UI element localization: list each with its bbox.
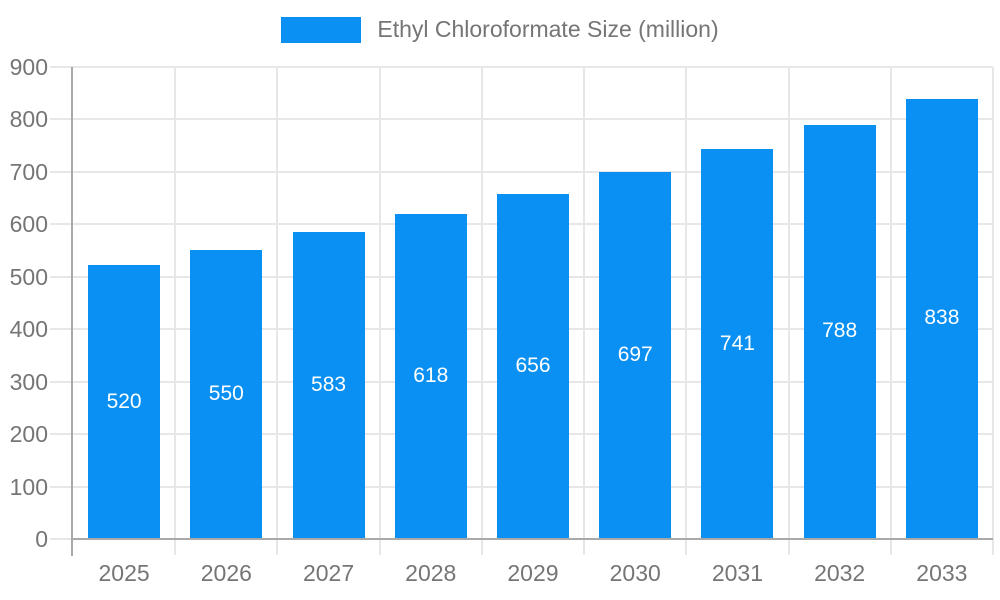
x-axis-tick-label-2026: 2026 xyxy=(200,560,252,586)
y-axis-line xyxy=(71,67,73,556)
bar-2025[interactable]: 520 xyxy=(88,265,161,538)
gridline-x-boundary-9 xyxy=(992,67,994,555)
gridline-x-boundary-1 xyxy=(174,67,177,555)
bar-2028[interactable]: 618 xyxy=(394,213,467,538)
bar-value-label: 838 xyxy=(924,306,960,330)
x-axis-tick-label-2031: 2031 xyxy=(711,560,764,586)
gridline-y-700 xyxy=(50,170,993,173)
bar-2027[interactable]: 583 xyxy=(292,232,365,538)
bar-value-label: 618 xyxy=(413,363,449,387)
gridline-x-boundary-8 xyxy=(889,67,892,555)
bar-2031[interactable]: 741 xyxy=(701,149,774,538)
tick-y-0 xyxy=(50,538,73,540)
x-axis-line xyxy=(71,538,993,540)
y-axis-tick-label-900: 900 xyxy=(9,54,48,80)
gridline-x-boundary-6 xyxy=(685,67,688,555)
chart-legend: Ethyl Chloroformate Size (million) xyxy=(0,16,1000,43)
bar-value-label: 741 xyxy=(719,331,755,355)
bar-2033[interactable]: 838 xyxy=(905,98,978,538)
y-axis-tick-label-800: 800 xyxy=(9,106,48,133)
bar-2029[interactable]: 656 xyxy=(497,193,569,538)
gridline-y-900 xyxy=(50,66,993,68)
legend-label: Ethyl Chloroformate Size (million) xyxy=(377,16,719,42)
bar-value-label: 788 xyxy=(822,319,858,343)
y-axis-tick-label-400: 400 xyxy=(9,316,48,343)
bar-2030[interactable]: 697 xyxy=(599,172,672,538)
bar-value-label: 656 xyxy=(515,353,551,377)
y-axis-tick-label-0: 0 xyxy=(35,526,48,552)
x-axis-tick-label-2029: 2029 xyxy=(507,560,559,586)
x-axis-tick-label-2025: 2025 xyxy=(98,560,150,586)
bar-2032[interactable]: 788 xyxy=(803,124,876,538)
x-axis-tick-label-2028: 2028 xyxy=(405,560,457,586)
legend-item[interactable]: Ethyl Chloroformate Size (million) xyxy=(281,16,719,43)
gridline-x-boundary-7 xyxy=(787,67,790,555)
bar-value-label: 697 xyxy=(617,343,653,367)
y-axis-tick-label-200: 200 xyxy=(9,421,48,448)
x-axis-tick-label-2032: 2032 xyxy=(814,560,866,586)
bar-value-label: 550 xyxy=(208,381,244,405)
gridline-x-boundary-2 xyxy=(276,67,279,555)
x-axis-tick-label-2027: 2027 xyxy=(302,560,355,586)
x-axis-tick-label-2030: 2030 xyxy=(609,560,661,586)
gridline-x-boundary-4 xyxy=(480,67,483,555)
y-axis-tick-label-500: 500 xyxy=(9,263,48,290)
bar-value-label: 520 xyxy=(106,389,142,413)
y-axis-tick-label-100: 100 xyxy=(9,473,48,500)
bar-2026[interactable]: 550 xyxy=(190,249,263,538)
gridline-y-800 xyxy=(50,118,993,121)
gridline-x-boundary-5 xyxy=(583,67,586,555)
bar-chart-plot-area: 520 550 583 618 656 697 741 788 838 xyxy=(50,66,994,556)
y-axis-tick-label-700: 700 xyxy=(9,158,48,185)
legend-swatch-icon xyxy=(281,16,362,43)
x-axis-tick-label-2033: 2033 xyxy=(916,560,968,586)
y-axis-tick-label-300: 300 xyxy=(9,368,48,395)
y-axis-tick-label-600: 600 xyxy=(9,211,48,238)
bar-value-label: 583 xyxy=(311,373,347,397)
gridline-x-boundary-3 xyxy=(378,67,381,555)
